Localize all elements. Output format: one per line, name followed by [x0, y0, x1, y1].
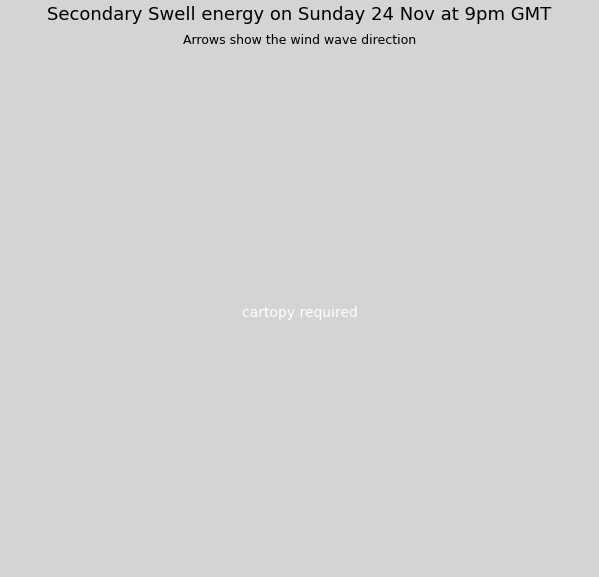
Text: Arrows show the wind wave direction: Arrows show the wind wave direction [183, 33, 416, 47]
Text: cartopy required: cartopy required [241, 306, 358, 320]
Text: Secondary Swell energy on Sunday 24 Nov at 9pm GMT: Secondary Swell energy on Sunday 24 Nov … [47, 6, 552, 24]
